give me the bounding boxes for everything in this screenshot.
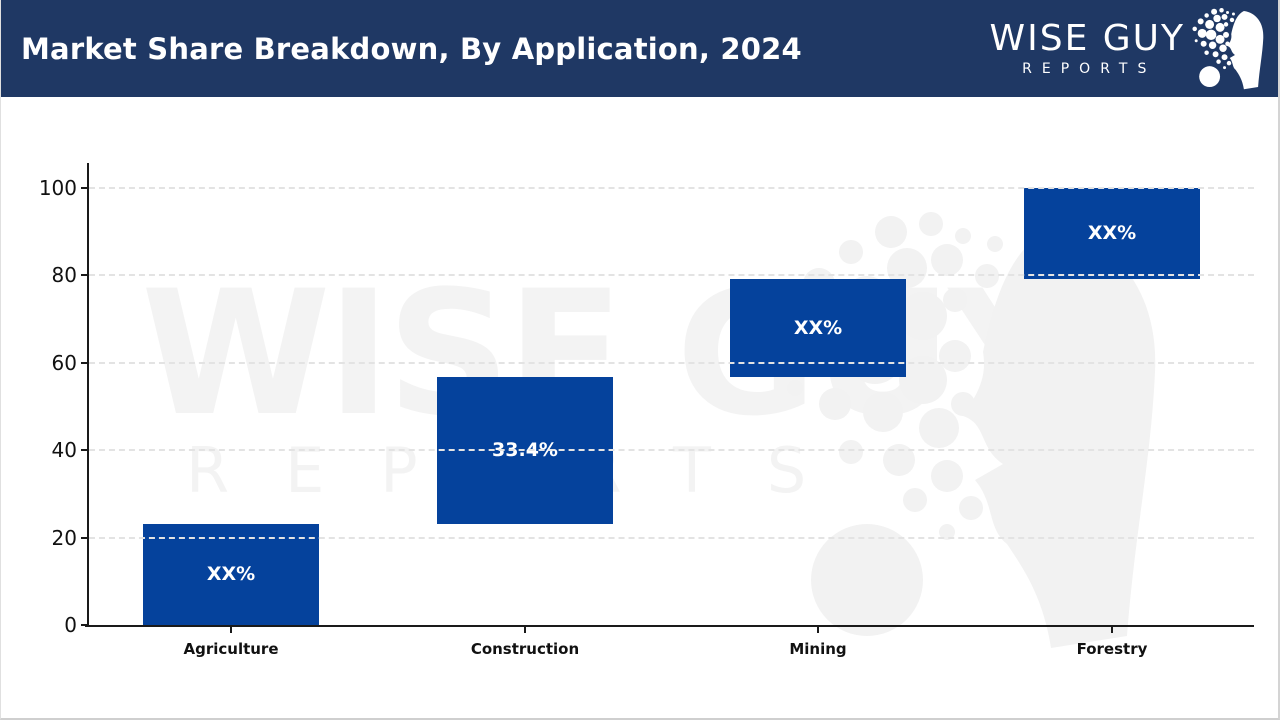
bar-value-label-agriculture: XX% [206, 563, 256, 586]
header: Market Share Breakdown, By Application, … [1, 0, 1278, 97]
bar-mining: XX% [730, 278, 906, 378]
bar-construction: 33.4% [437, 377, 613, 524]
bar-forestry: XX% [1024, 187, 1200, 279]
chart-title: Market Share Breakdown, By Application, … [21, 31, 802, 66]
bar-value-label-construction: 33.4% [492, 439, 558, 462]
bar-value-label-mining: XX% [793, 317, 843, 340]
brand-logo: WISE GUY REPORTS [989, 7, 1268, 90]
logo-face-icon [1192, 7, 1264, 89]
logo-text: WISE GUY REPORTS [989, 17, 1186, 77]
logo-wordmark: WISE GUY [989, 17, 1185, 59]
logo-subtitle: REPORTS [1022, 60, 1157, 77]
bar-value-label-forestry: XX% [1087, 222, 1137, 245]
bar-agriculture: XX% [143, 523, 319, 625]
